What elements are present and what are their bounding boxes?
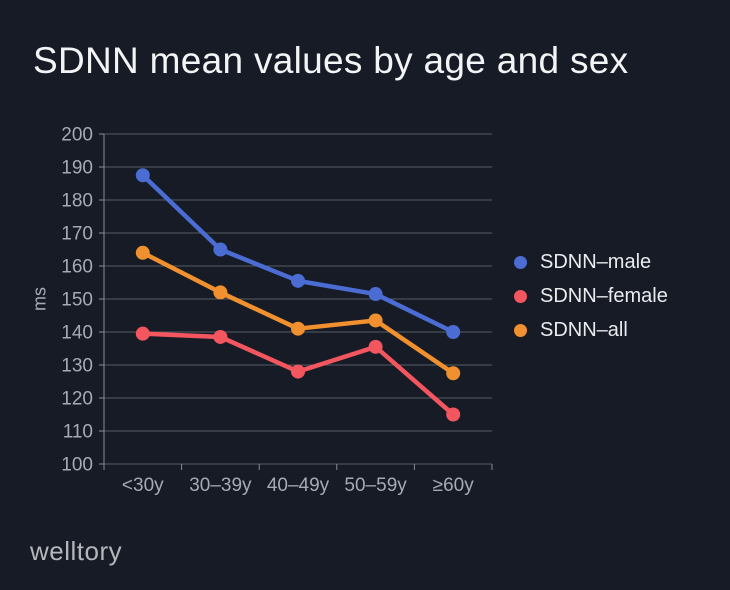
data-point-sdnn-female <box>368 339 383 354</box>
data-point-sdnn-female <box>291 364 305 379</box>
legend-dot-male-icon <box>514 255 527 269</box>
legend-item-sdnn-all: SDNN–all <box>514 318 668 342</box>
legend-dot-all-icon <box>514 323 527 337</box>
x-tick-label: <30y <box>122 475 164 496</box>
data-point-sdnn-male <box>291 273 305 288</box>
data-point-sdnn-all <box>135 245 150 260</box>
welltory-logo: welltory <box>30 536 123 566</box>
series-line-sdnn-male <box>140 173 456 335</box>
y-tick-label: 160 <box>61 257 93 278</box>
data-point-sdnn-female <box>446 407 461 422</box>
data-point-sdnn-all <box>213 285 228 300</box>
x-tick-label: 50–59y <box>344 475 407 496</box>
series-line-sdnn-all <box>140 250 456 376</box>
y-tick-label: 190 <box>61 158 93 179</box>
legend-label-female: SDNN–female <box>540 284 668 307</box>
y-tick-label: 180 <box>61 191 93 212</box>
chart-title: SDNN mean values by age and sex <box>33 40 629 81</box>
data-point-sdnn-male <box>446 325 461 339</box>
y-tick-label: 140 <box>61 323 93 344</box>
legend-item-sdnn-male: SDNN–male <box>514 250 668 274</box>
legend-dot-female-icon <box>514 289 527 303</box>
legend-label-all: SDNN–all <box>540 318 628 341</box>
y-tick-label: 120 <box>61 389 93 410</box>
x-tick-label: 40–49y <box>267 475 330 496</box>
y-tick-label: 170 <box>61 224 93 245</box>
chart-legend: SDNN–male SDNN–female SDNN–all <box>514 250 668 342</box>
data-point-sdnn-male <box>368 287 383 302</box>
x-tick-label: ≥60y <box>433 475 475 496</box>
data-point-sdnn-all <box>291 321 305 336</box>
data-point-sdnn-all <box>368 313 383 328</box>
x-tick-label: 30–39y <box>189 475 252 496</box>
y-tick-label: 150 <box>61 290 93 311</box>
y-tick-label: 100 <box>61 455 93 476</box>
legend-label-male: SDNN–male <box>540 250 652 273</box>
legend-item-sdnn-female: SDNN–female <box>514 284 668 308</box>
data-point-sdnn-female <box>135 326 150 341</box>
data-point-sdnn-female <box>213 329 228 344</box>
y-tick-label: 200 <box>61 125 93 146</box>
y-tick-label: 110 <box>63 422 93 443</box>
data-point-sdnn-male <box>213 242 228 257</box>
data-point-sdnn-all <box>446 366 461 381</box>
data-point-sdnn-male <box>135 168 150 183</box>
y-tick-label: 130 <box>61 356 93 377</box>
